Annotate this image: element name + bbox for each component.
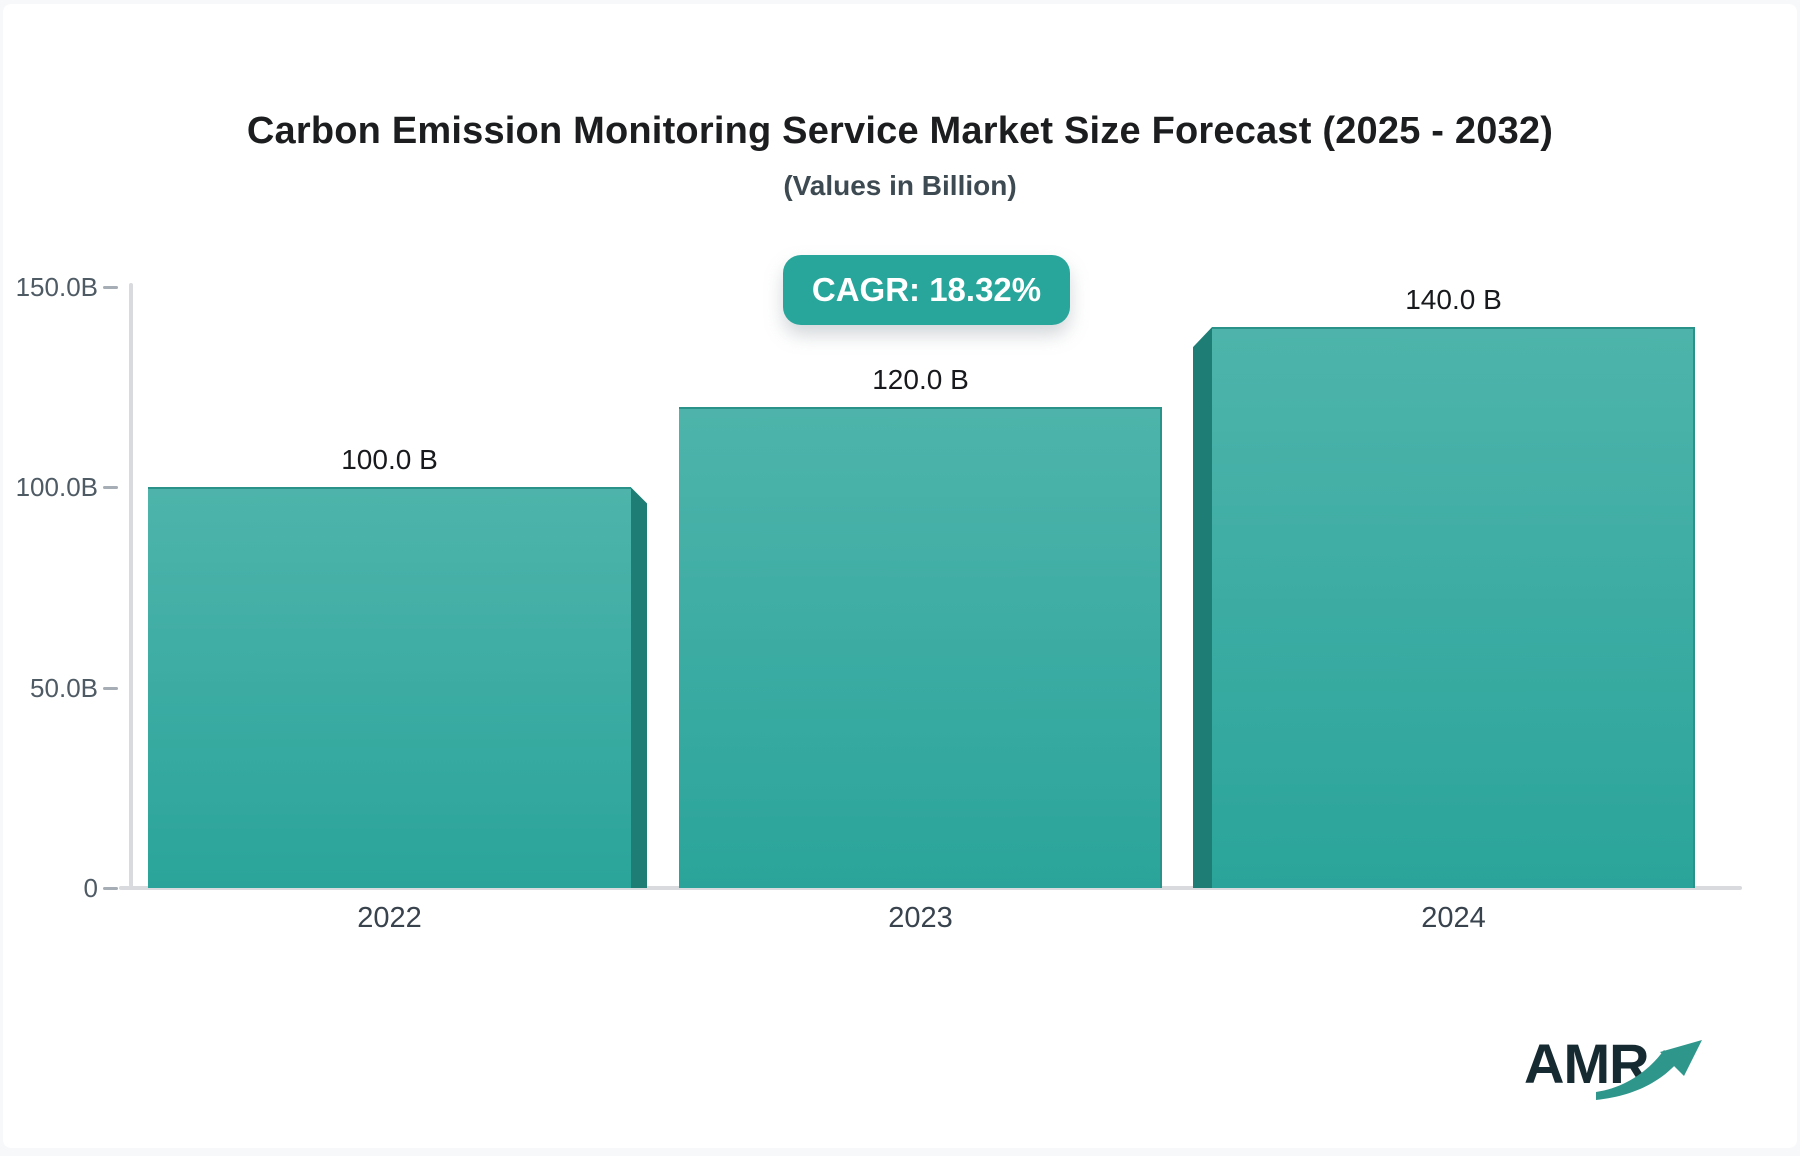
bar-side-face-2022 bbox=[631, 487, 647, 888]
x-axis-label-2024: 2024 bbox=[1421, 902, 1486, 934]
chart-subtitle: (Values in Billion) bbox=[783, 170, 1017, 201]
bar-side-face-2024 bbox=[1193, 327, 1212, 888]
y-axis-tick bbox=[103, 686, 118, 690]
y-axis-tick-label: 0 bbox=[83, 873, 98, 903]
chart-title: Carbon Emission Monitoring Service Marke… bbox=[246, 110, 1554, 152]
amr-logo: AMR bbox=[1524, 1036, 1764, 1126]
growth-arrow-icon bbox=[1596, 1040, 1702, 1100]
bar-2023 bbox=[679, 407, 1162, 888]
y-axis-tick-label: 50.0B bbox=[30, 672, 98, 703]
y-axis-tick-label: 100.0B bbox=[15, 472, 98, 503]
y-axis-tick bbox=[103, 286, 118, 289]
y-axis-tick-label: 150.0B bbox=[15, 272, 98, 302]
x-axis-label-2023: 2023 bbox=[888, 902, 953, 934]
y-axis-tick bbox=[103, 486, 118, 490]
bar-2022 bbox=[148, 487, 631, 888]
bar-value-label: 140.0 B bbox=[1405, 284, 1502, 316]
y-axis-line bbox=[129, 283, 133, 890]
bar-2024 bbox=[1212, 327, 1695, 888]
bar-value-label: 100.0 B bbox=[341, 444, 438, 476]
x-axis-line bbox=[119, 886, 1742, 890]
x-axis-label-2022: 2022 bbox=[357, 902, 422, 934]
y-axis-tick bbox=[103, 887, 118, 890]
bar-value-label: 120.0 B bbox=[872, 364, 969, 396]
cagr-badge: CAGR: 18.32% bbox=[783, 255, 1070, 325]
